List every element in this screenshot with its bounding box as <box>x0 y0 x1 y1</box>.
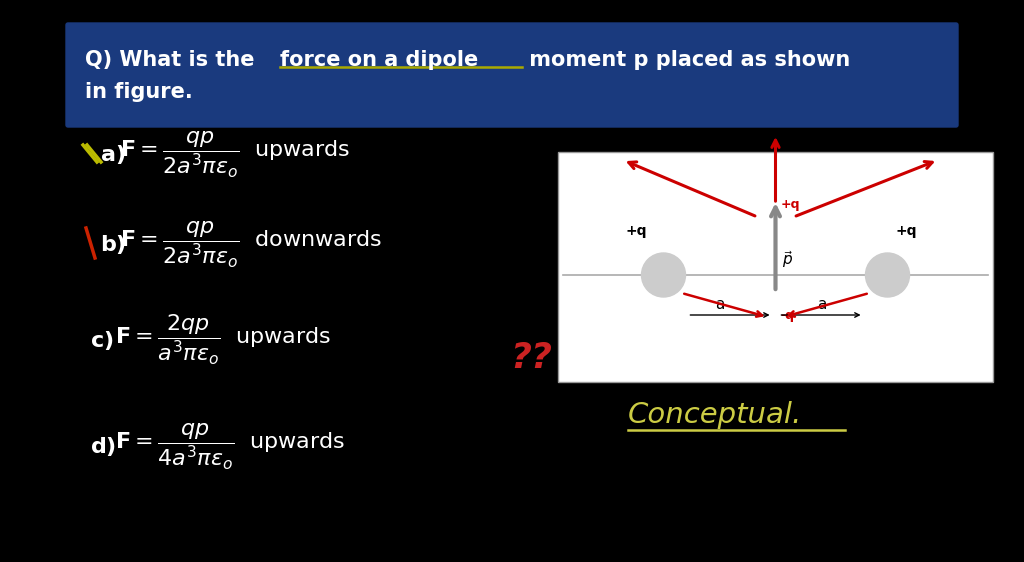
Text: +q: +q <box>896 224 918 238</box>
Circle shape <box>641 253 685 297</box>
Circle shape <box>865 253 909 297</box>
Text: force on a dipole: force on a dipole <box>280 50 478 70</box>
Text: +q: +q <box>626 224 647 238</box>
Text: $\mathbf{F} = \dfrac{qp}{2a^3\pi\epsilon_o}$  downwards: $\mathbf{F} = \dfrac{qp}{2a^3\pi\epsilon… <box>120 220 382 270</box>
Text: $\mathbf{d)}$: $\mathbf{d)}$ <box>90 436 116 459</box>
Text: +q: +q <box>780 198 800 211</box>
FancyBboxPatch shape <box>66 23 958 127</box>
Text: $\vec{p}$: $\vec{p}$ <box>782 249 794 270</box>
Text: $\mathbf{F} = \dfrac{qp}{2a^3\pi\epsilon_o}$  upwards: $\mathbf{F} = \dfrac{qp}{2a^3\pi\epsilon… <box>120 130 350 180</box>
Text: a: a <box>716 297 725 312</box>
Text: moment p placed as shown: moment p placed as shown <box>522 50 850 70</box>
Text: $\mathbf{a)}$: $\mathbf{a)}$ <box>100 143 125 166</box>
Text: $\mathbf{c)}$: $\mathbf{c)}$ <box>90 329 114 351</box>
Text: Q) What is the: Q) What is the <box>85 50 262 70</box>
Text: $\mathbf{F} = \dfrac{2qp}{a^3\pi\epsilon_o}$  upwards: $\mathbf{F} = \dfrac{2qp}{a^3\pi\epsilon… <box>115 313 331 367</box>
Text: ??: ?? <box>510 341 552 375</box>
Text: $\mathbf{b)}$: $\mathbf{b)}$ <box>100 233 126 256</box>
Text: $\mathbf{F} = \dfrac{qp}{4a^3\pi\epsilon_o}$  upwards: $\mathbf{F} = \dfrac{qp}{4a^3\pi\epsilon… <box>115 422 345 472</box>
Text: a: a <box>817 297 826 312</box>
Text: -q: -q <box>780 309 795 322</box>
Text: in figure.: in figure. <box>85 82 193 102</box>
Text: Conceptual.: Conceptual. <box>628 401 802 429</box>
Bar <box>558 152 993 382</box>
